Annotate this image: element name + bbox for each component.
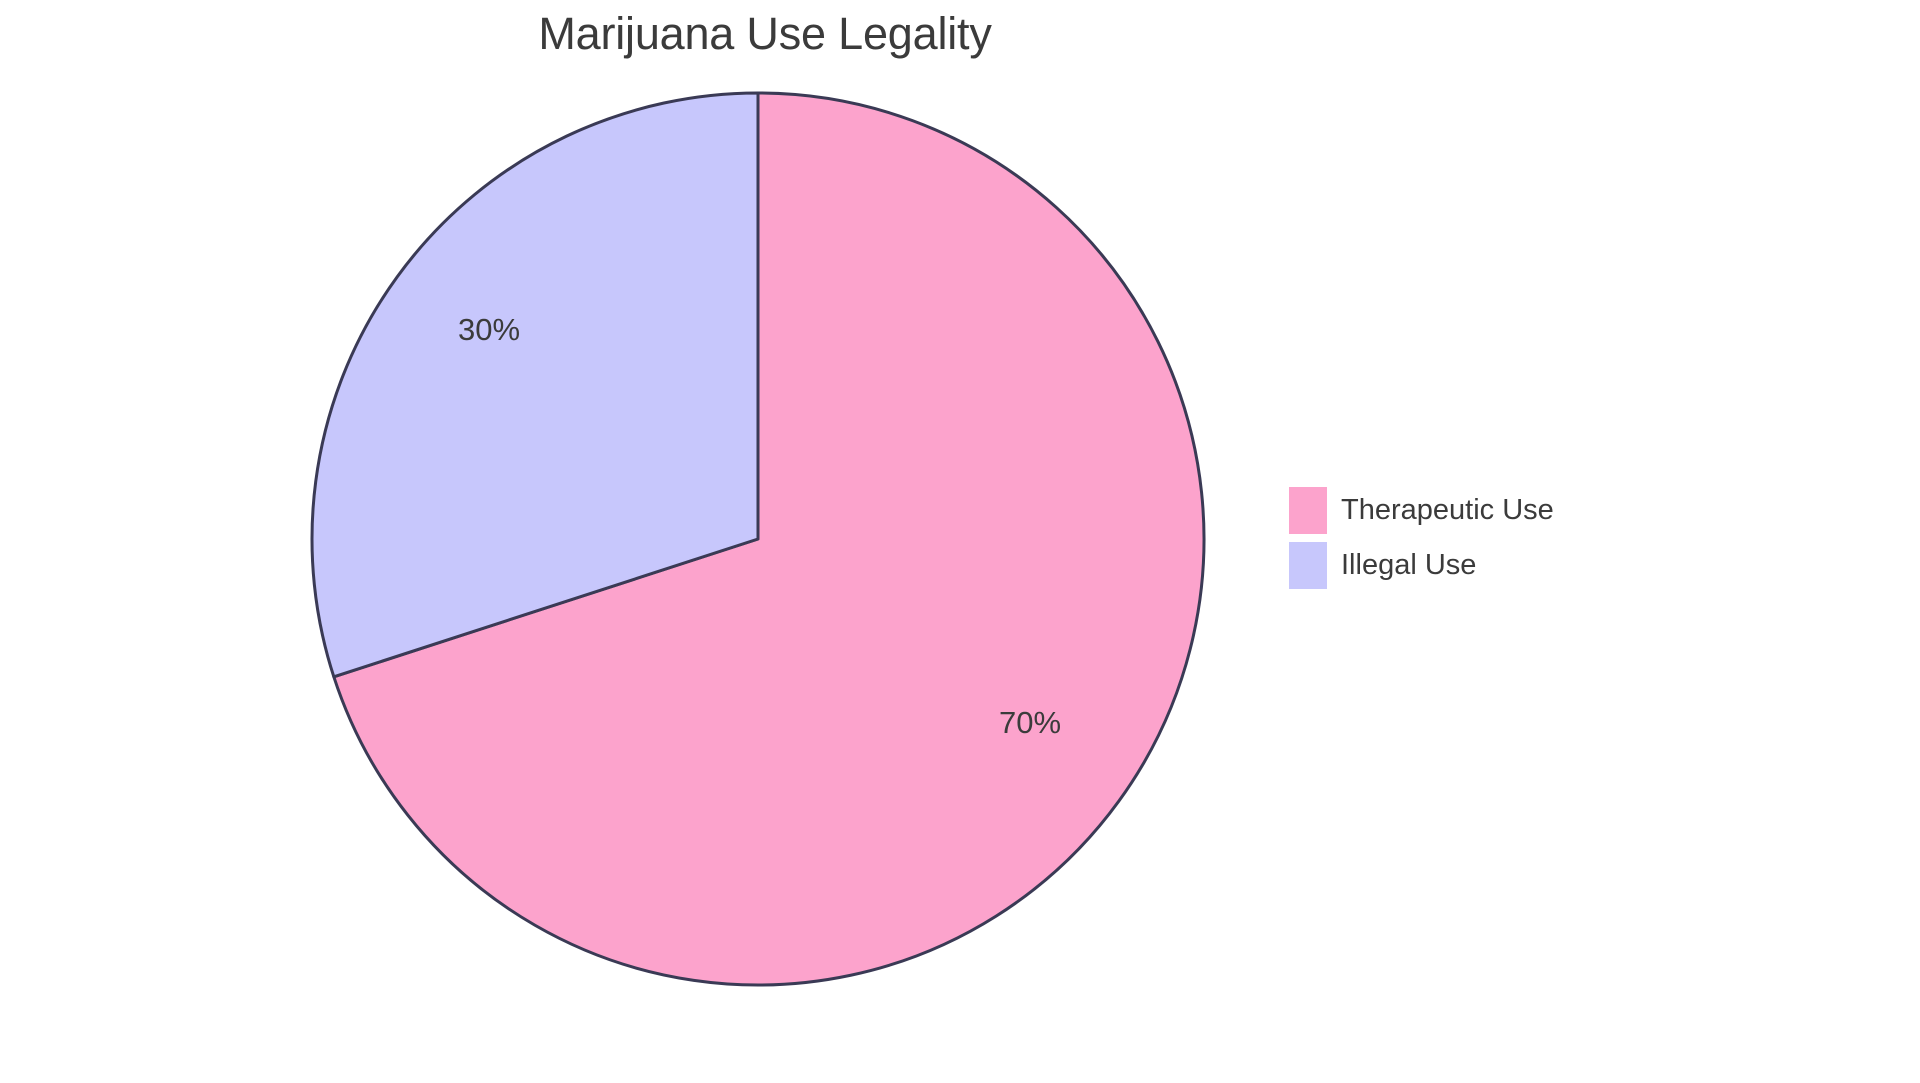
pie-slice-group <box>310 91 1206 987</box>
legend-item[interactable]: Illegal Use <box>1289 538 1669 593</box>
chart-legend: Therapeutic Use Illegal Use <box>1289 483 1669 593</box>
pie-label-group: 70% 30% <box>458 312 1061 740</box>
chart-title: Marijuana Use Legality <box>538 8 992 59</box>
pie-slice-value-label: 70% <box>999 705 1061 740</box>
pie-slice-value-label: 30% <box>458 312 520 347</box>
legend-item-label: Illegal Use <box>1341 549 1477 581</box>
pie-slice[interactable] <box>310 91 760 679</box>
legend-item[interactable]: Therapeutic Use <box>1289 483 1669 538</box>
legend-color-swatch <box>1289 542 1327 589</box>
pie-slice[interactable] <box>332 91 1206 987</box>
legend-item-label: Therapeutic Use <box>1341 494 1554 526</box>
legend-color-swatch <box>1289 487 1327 534</box>
